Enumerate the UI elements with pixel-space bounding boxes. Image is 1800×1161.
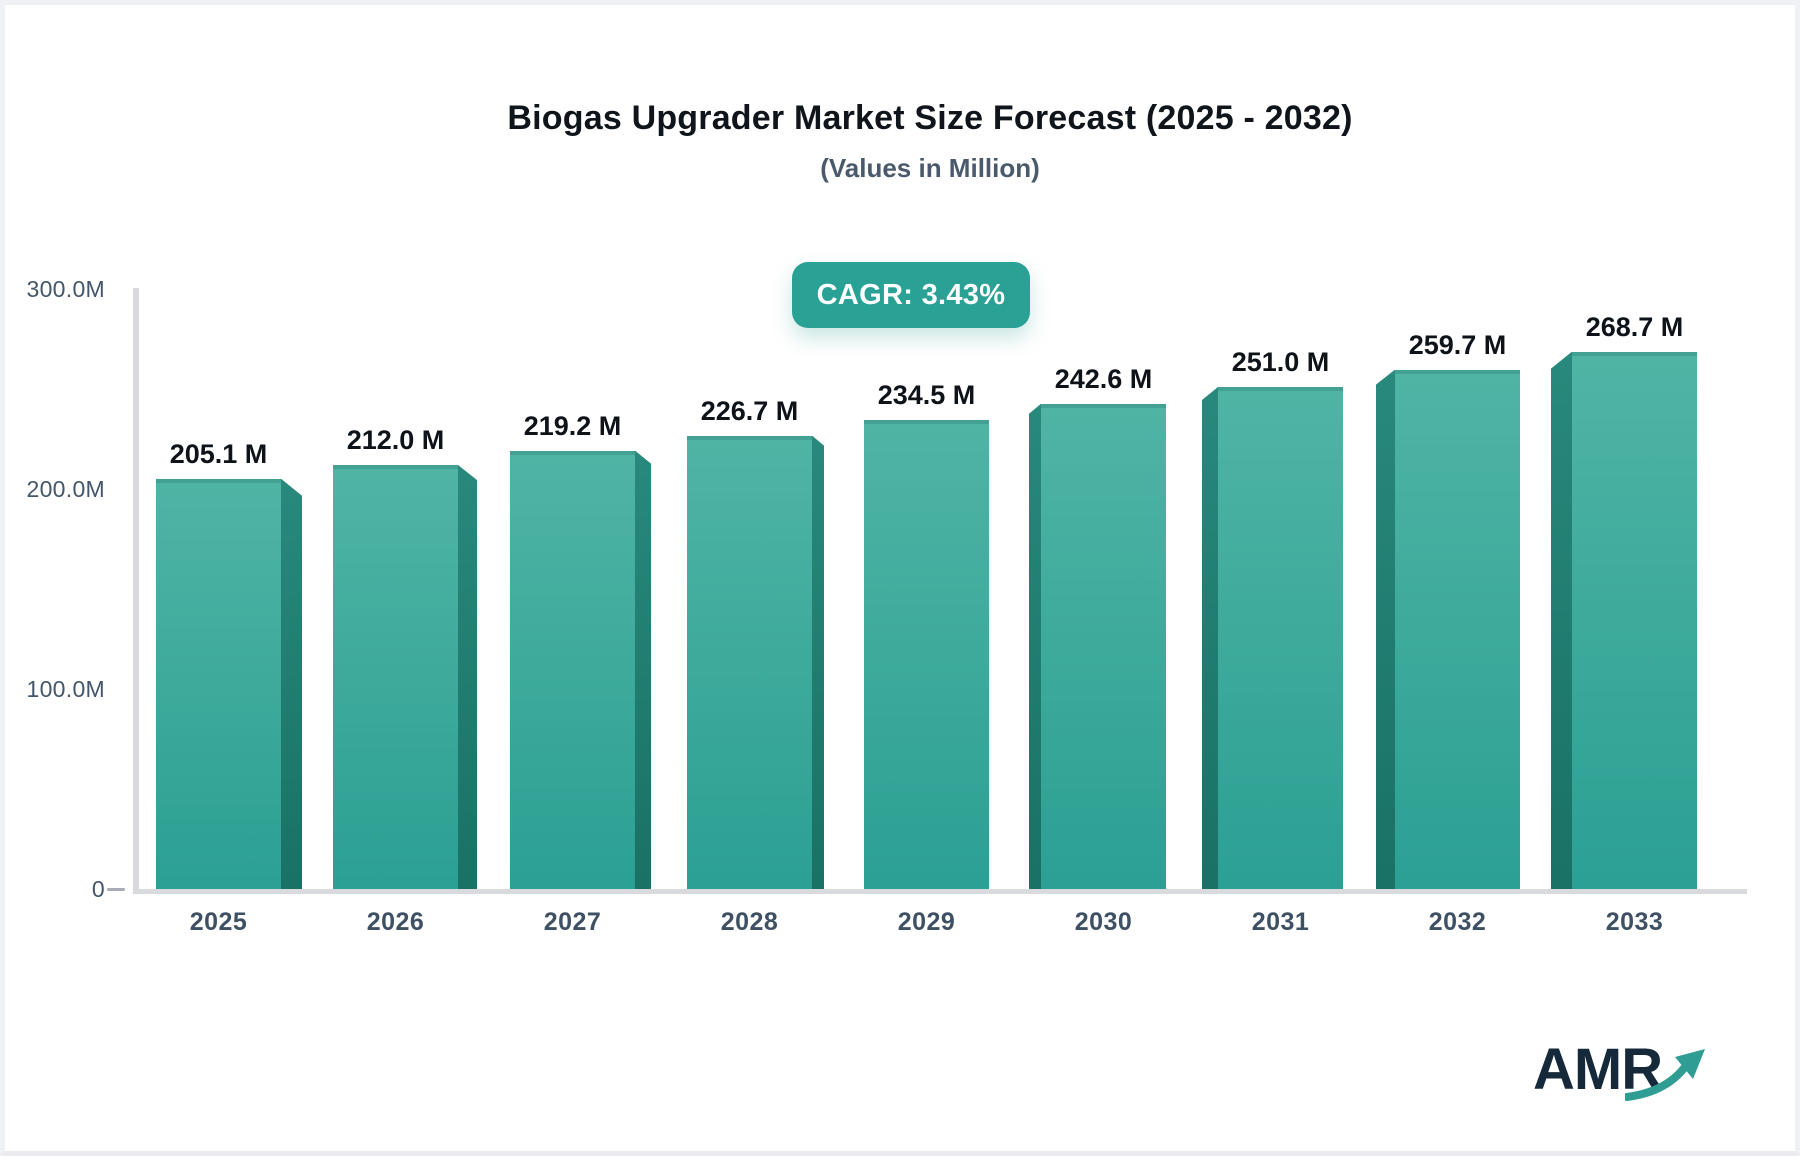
bar-value-label: 226.7 M xyxy=(700,395,799,426)
zero-tick-mark xyxy=(107,888,125,891)
x-axis-label-2032: 2032 xyxy=(1428,908,1487,936)
bar-2025[interactable] xyxy=(156,478,281,889)
x-axis-label-2025: 2025 xyxy=(189,908,248,936)
bar-3d-side-2025 xyxy=(281,478,302,889)
growth-arrow-icon xyxy=(1625,1049,1705,1101)
bar-3d-side-2026 xyxy=(458,465,477,889)
bar-3d-side-2027 xyxy=(635,450,651,889)
bar-2031[interactable] xyxy=(1218,387,1343,889)
bar-2026[interactable] xyxy=(333,465,458,889)
bar-2027[interactable] xyxy=(510,450,635,889)
y-tick-label: 300.0M xyxy=(26,276,105,302)
chart-title: Biogas Upgrader Market Size Forecast (20… xyxy=(507,99,1353,137)
x-axis-label-2031: 2031 xyxy=(1251,908,1310,936)
bar-value-label: 242.6 M xyxy=(1054,363,1153,394)
x-axis-label-2033: 2033 xyxy=(1605,908,1664,936)
bar-value-label: 259.7 M xyxy=(1408,329,1507,360)
x-axis-label-2030: 2030 xyxy=(1074,908,1133,936)
y-axis-line xyxy=(133,288,139,891)
bar-value-label: 219.2 M xyxy=(523,410,622,441)
x-axis-label-2029: 2029 xyxy=(897,908,956,936)
chart-subtitle: (Values in Million) xyxy=(820,153,1040,183)
x-axis-line xyxy=(133,889,1747,894)
y-tick-label: 100.0M xyxy=(26,676,105,702)
bar-value-label: 205.1 M xyxy=(169,438,268,469)
bar-2032[interactable] xyxy=(1395,369,1520,889)
bar-2033[interactable] xyxy=(1572,351,1697,889)
bar-chart-plot-area: 300.0M 200.0M 100.0M 0 205.1 M 2025 212.0 M 20… xyxy=(5,5,1800,1161)
x-axis-label-2026: 2026 xyxy=(366,908,425,936)
bar-value-label: 251.0 M xyxy=(1231,347,1330,377)
bar-3d-side-2031 xyxy=(1202,387,1218,889)
bar-value-label: 268.7 M xyxy=(1585,311,1684,342)
amr-logo: AMR xyxy=(1533,1035,1723,1115)
cagr-badge: CAGR: 3.43% xyxy=(792,262,1030,328)
bar-3d-side-2028 xyxy=(812,435,824,889)
bar-2028[interactable] xyxy=(687,435,812,889)
bar-3d-side-2033 xyxy=(1551,351,1572,889)
bar-value-label: 212.0 M xyxy=(346,425,445,455)
bar-3d-side-2032 xyxy=(1376,369,1395,889)
x-axis-label-2027: 2027 xyxy=(543,908,602,936)
bar-3d-side-2030 xyxy=(1029,403,1041,889)
y-tick-label: 0 xyxy=(91,876,105,902)
bar-2029[interactable] xyxy=(864,420,989,889)
x-axis-label-2028: 2028 xyxy=(720,908,779,936)
bar-2030[interactable] xyxy=(1041,403,1166,889)
bar-value-label: 234.5 M xyxy=(877,380,976,410)
y-tick-label: 200.0M xyxy=(26,476,105,502)
